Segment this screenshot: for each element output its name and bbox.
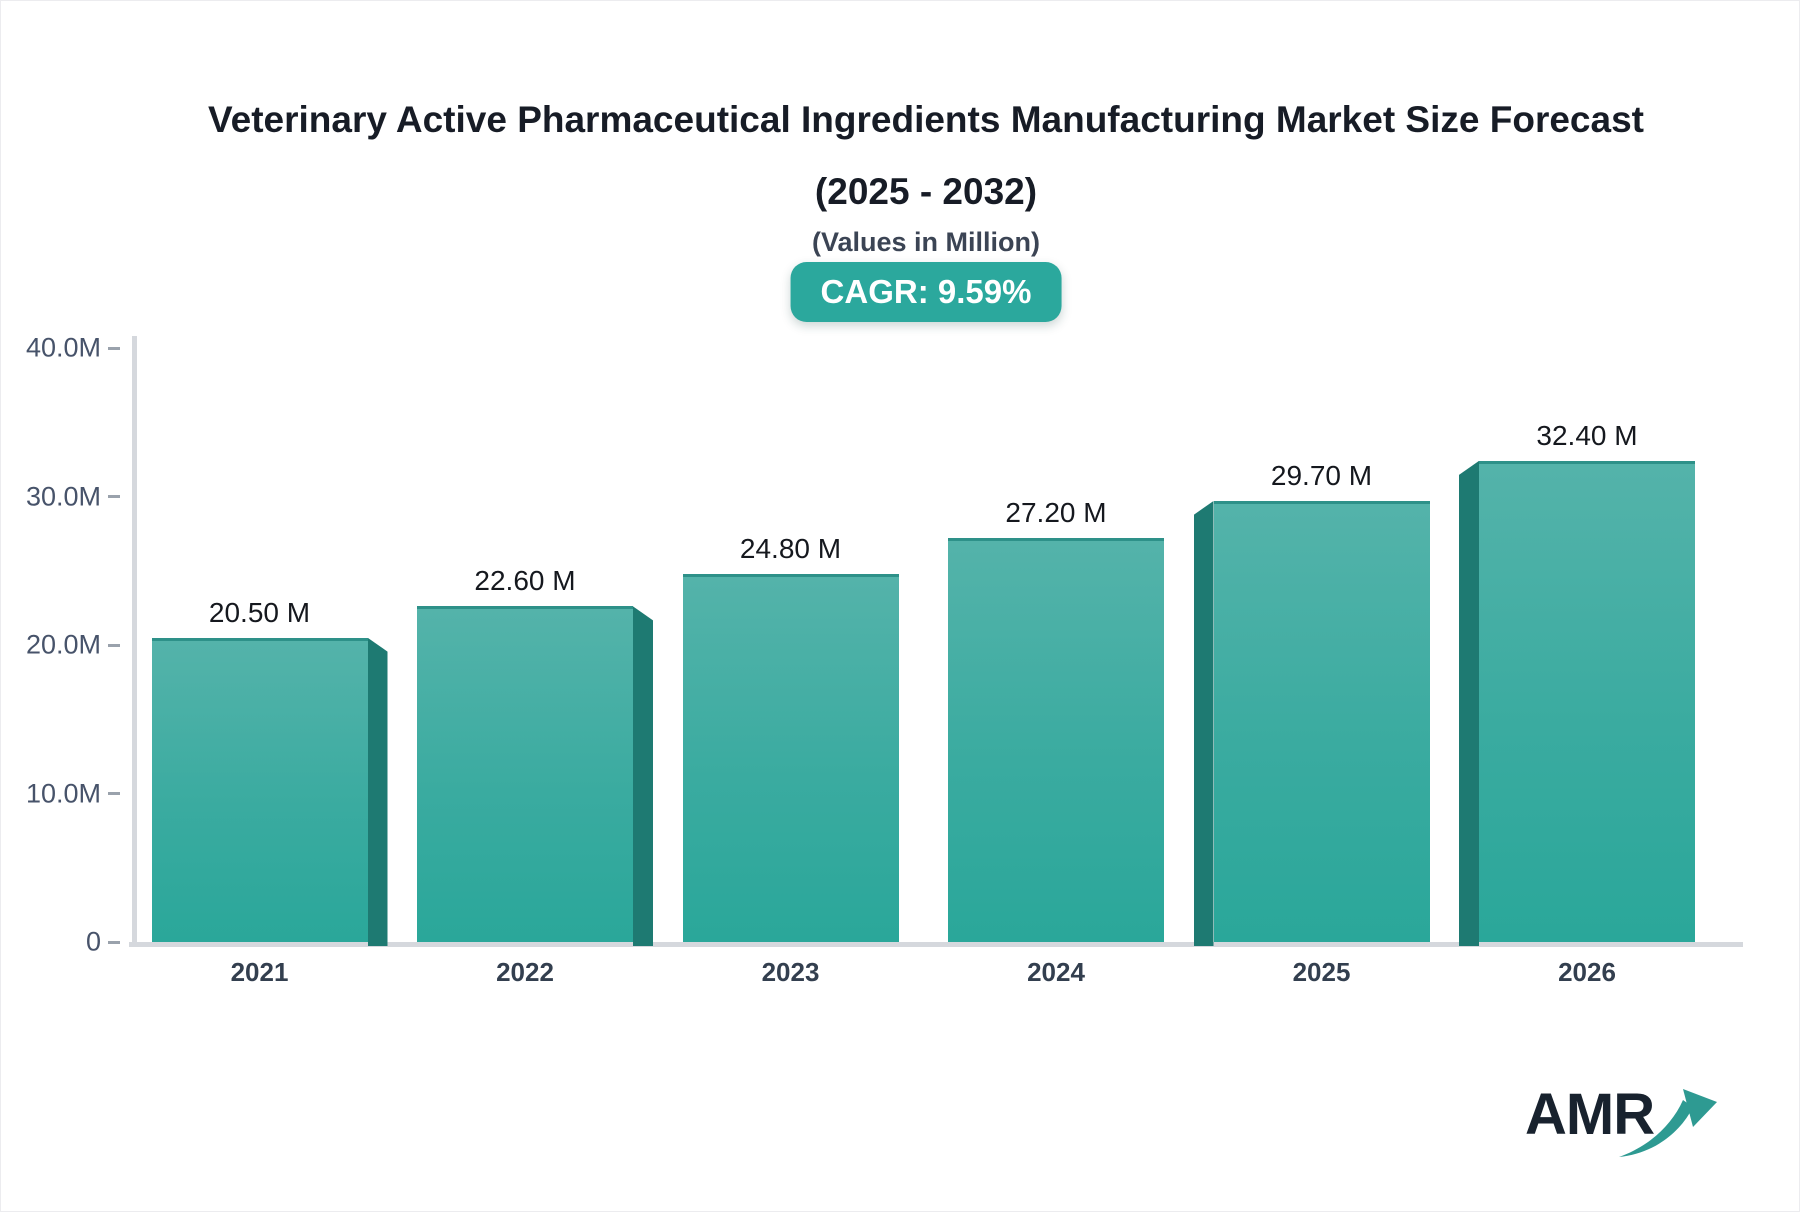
bar-value-label-2025: 29.70 M: [1270, 459, 1373, 491]
bar-2022: [417, 606, 633, 942]
bar-side-face-2021: [367, 637, 388, 946]
y-axis-tick-mark: [108, 495, 120, 498]
y-axis-tick-label-10.0M: 10.0M: [25, 778, 101, 808]
bar-value-label-2022: 22.60 M: [474, 565, 576, 597]
y-axis-tick-label-40.0M: 40.0M: [25, 332, 101, 363]
bar-value-label-2026: 32.40 M: [1536, 419, 1638, 451]
y-axis-tick-mark: [108, 792, 120, 795]
bar-2026: [1479, 460, 1695, 942]
chart-title-line1: Veterinary Active Pharmaceutical Ingredi…: [208, 99, 1644, 140]
y-axis-tick-label-20.0M: 20.0M: [25, 629, 101, 660]
bar-2024: [948, 538, 1164, 942]
amr-logo-text: AMR: [1525, 1082, 1655, 1147]
x-axis-label-2026: 2026: [1558, 957, 1616, 987]
y-axis-tick-mark: [108, 940, 120, 944]
y-axis-tick-label-30.0M: 30.0M: [25, 481, 101, 511]
x-axis-label-2023: 2023: [761, 957, 820, 987]
x-axis-label-2022: 2022: [496, 957, 554, 987]
chart-title-line2: (2025 - 2032): [814, 171, 1038, 212]
y-axis-tick-mark: [108, 346, 120, 350]
bar-side-face-2022: [633, 606, 653, 946]
amr-logo: AMR: [1525, 1079, 1725, 1169]
y-axis-tick-mark: [108, 643, 120, 647]
bar-value-label-2024: 27.20 M: [1005, 497, 1107, 529]
y-axis-line: [132, 336, 137, 946]
bar-side-face-2026: [1459, 460, 1479, 946]
chart-subtitle: (Values in Million): [811, 227, 1041, 257]
bar-value-label-2023: 24.80 M: [739, 532, 842, 564]
bar-2023: [682, 573, 899, 942]
x-axis-label-2024: 2024: [1027, 957, 1085, 987]
bar-2025: [1213, 500, 1430, 942]
y-axis-tick-label-0: 0: [85, 926, 101, 957]
x-axis-baseline: [129, 942, 1743, 947]
bar-side-face-2025: [1193, 500, 1214, 946]
growth-arrow-icon: [1619, 1089, 1717, 1157]
x-axis-label-2021: 2021: [230, 957, 289, 987]
bar-2021: [151, 637, 368, 942]
cagr-badge: CAGR: 9.59%: [790, 262, 1062, 322]
bar-value-label-2021: 20.50 M: [208, 596, 311, 628]
x-axis-label-2025: 2025: [1292, 957, 1351, 987]
